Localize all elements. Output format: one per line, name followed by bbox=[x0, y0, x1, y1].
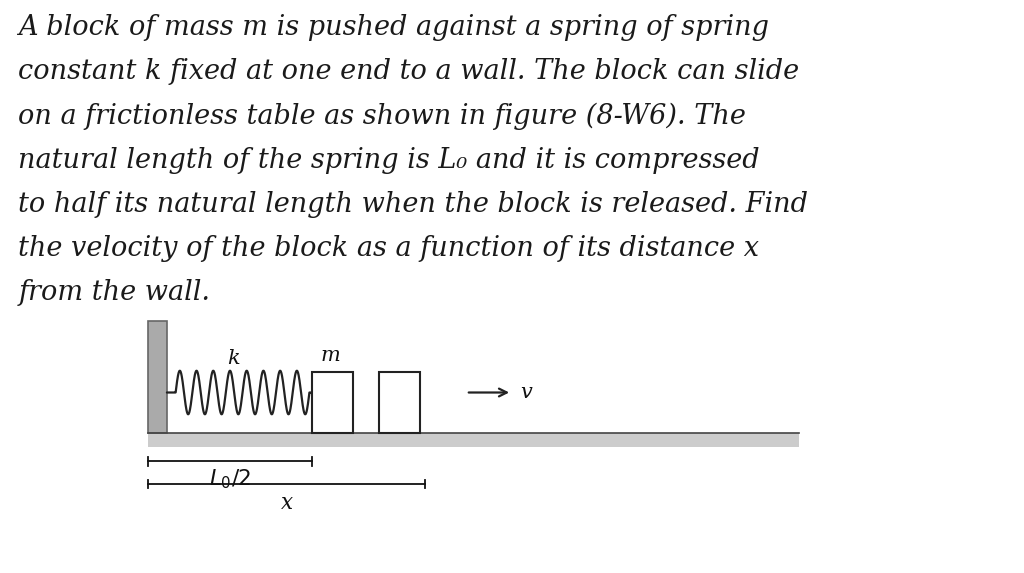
Text: v: v bbox=[520, 383, 531, 402]
Text: m: m bbox=[321, 346, 341, 365]
Text: on a frictionless table as shown in figure (8-W6). The: on a frictionless table as shown in figu… bbox=[18, 103, 746, 130]
Text: $L_0/2$: $L_0/2$ bbox=[209, 468, 252, 492]
Text: from the wall.: from the wall. bbox=[18, 279, 211, 306]
Bar bbox=[379, 372, 420, 433]
Bar bbox=[148, 433, 799, 447]
Text: A block of mass m is pushed against a spring of spring: A block of mass m is pushed against a sp… bbox=[18, 14, 769, 41]
Text: constant k fixed at one end to a wall. The block can slide: constant k fixed at one end to a wall. T… bbox=[18, 58, 800, 85]
Text: k: k bbox=[227, 348, 240, 368]
Bar bbox=[312, 372, 353, 433]
Bar bbox=[148, 321, 167, 433]
Text: the velocity of the block as a function of its distance x: the velocity of the block as a function … bbox=[18, 235, 760, 262]
Text: to half its natural length when the block is released. Find: to half its natural length when the bloc… bbox=[18, 191, 808, 218]
Text: x: x bbox=[281, 492, 293, 513]
Text: natural length of the spring is L₀ and it is compressed: natural length of the spring is L₀ and i… bbox=[18, 147, 760, 174]
